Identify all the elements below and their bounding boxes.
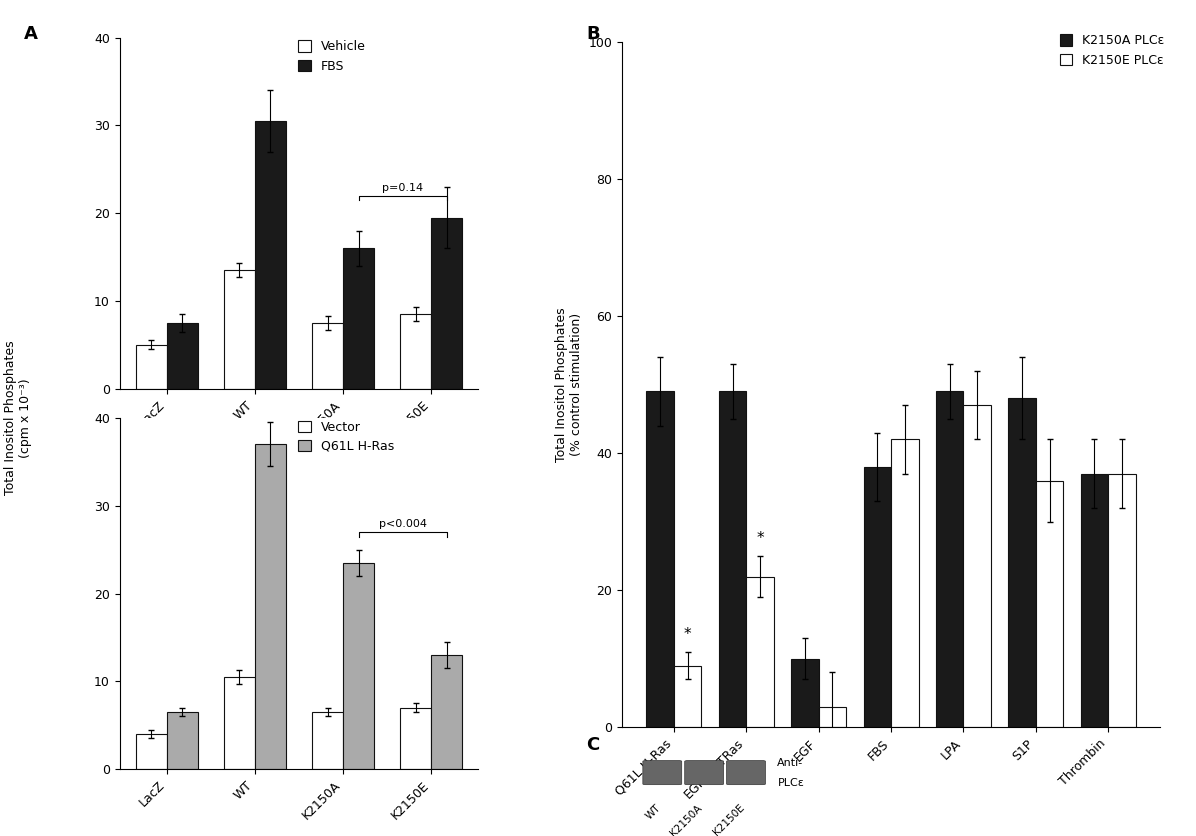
FancyBboxPatch shape bbox=[684, 761, 724, 785]
Bar bbox=[166, 712, 197, 769]
Bar bbox=[1081, 474, 1109, 727]
Bar bbox=[224, 677, 255, 769]
Y-axis label: Total Inositol Phosphates
(% control stimulation): Total Inositol Phosphates (% control sti… bbox=[555, 308, 582, 461]
Bar bbox=[255, 121, 286, 389]
Bar bbox=[1109, 474, 1136, 727]
Text: K2150E: K2150E bbox=[710, 803, 746, 836]
FancyBboxPatch shape bbox=[643, 761, 682, 785]
Bar bbox=[401, 314, 432, 389]
Bar bbox=[136, 344, 166, 389]
Bar bbox=[1036, 481, 1063, 727]
Bar bbox=[136, 734, 166, 769]
Bar bbox=[646, 391, 673, 727]
Bar bbox=[891, 440, 919, 727]
Text: p=0.14: p=0.14 bbox=[382, 183, 423, 193]
Bar bbox=[673, 665, 701, 727]
Text: p<0.004: p<0.004 bbox=[379, 519, 427, 529]
Bar bbox=[746, 577, 774, 727]
Text: Total Inositol Phosphates
(cpm x 10⁻³): Total Inositol Phosphates (cpm x 10⁻³) bbox=[4, 341, 32, 495]
Bar bbox=[432, 655, 462, 769]
Legend: Vector, Q61L H-Ras: Vector, Q61L H-Ras bbox=[298, 421, 393, 453]
Bar bbox=[312, 712, 343, 769]
Text: A: A bbox=[24, 25, 38, 43]
Bar bbox=[343, 563, 374, 769]
Bar bbox=[255, 445, 286, 769]
Bar bbox=[401, 707, 432, 769]
Legend: Vehicle, FBS: Vehicle, FBS bbox=[298, 40, 366, 73]
Legend: K2150A PLCε, K2150E PLCε: K2150A PLCε, K2150E PLCε bbox=[1060, 34, 1165, 67]
Bar bbox=[1008, 398, 1036, 727]
Text: *: * bbox=[756, 531, 764, 546]
Bar bbox=[719, 391, 746, 727]
Bar bbox=[224, 270, 255, 389]
Text: *: * bbox=[684, 627, 691, 642]
Text: C: C bbox=[586, 736, 599, 754]
Bar bbox=[936, 391, 964, 727]
Bar bbox=[432, 217, 462, 389]
Bar bbox=[166, 323, 197, 389]
Text: WT: WT bbox=[643, 803, 663, 822]
Bar bbox=[343, 248, 374, 389]
Bar bbox=[818, 706, 846, 727]
Bar bbox=[864, 466, 891, 727]
Text: Anti-: Anti- bbox=[777, 758, 804, 767]
Text: K2150A: K2150A bbox=[669, 803, 704, 836]
Text: B: B bbox=[586, 25, 599, 43]
FancyBboxPatch shape bbox=[727, 761, 765, 785]
Bar bbox=[791, 659, 818, 727]
Bar bbox=[964, 405, 991, 727]
Bar bbox=[312, 323, 343, 389]
Text: PLCε: PLCε bbox=[777, 778, 804, 788]
